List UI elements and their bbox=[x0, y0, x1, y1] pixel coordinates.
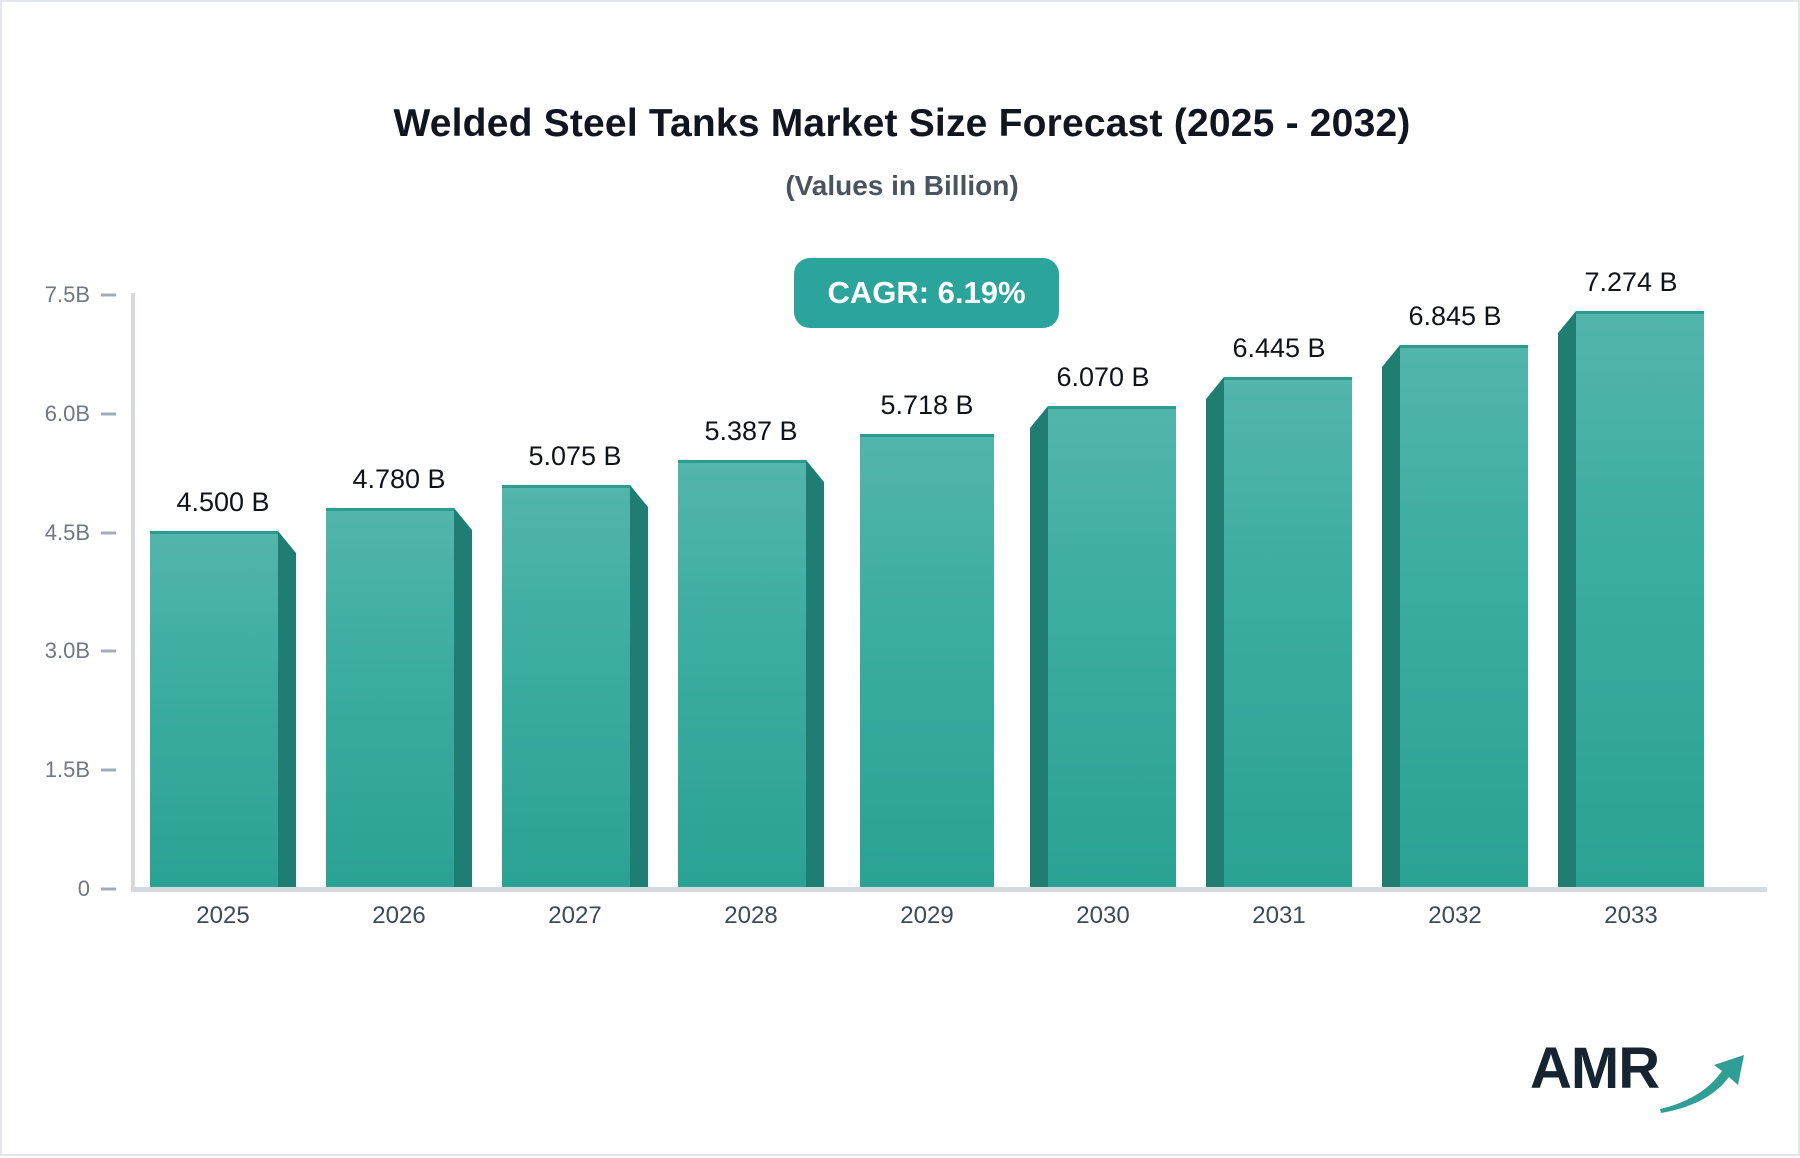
x-axis-tick-label: 2028 bbox=[724, 902, 778, 929]
x-axis-line bbox=[131, 887, 1767, 892]
bar-face bbox=[502, 485, 630, 887]
x-axis-tick-label: 2032 bbox=[1428, 902, 1482, 929]
bar-2025 bbox=[150, 531, 296, 887]
y-axis-tick-mark bbox=[101, 887, 116, 891]
x-axis-tick-label: 2031 bbox=[1252, 902, 1306, 929]
y-axis-tick-label: 1.5B bbox=[44, 757, 90, 783]
bar-side-shadow bbox=[806, 460, 824, 887]
page-title: Welded Steel Tanks Market Size Forecast … bbox=[393, 102, 1411, 145]
bar-value-label: 6.845 B bbox=[1408, 301, 1502, 331]
bar-side-shadow bbox=[278, 531, 296, 887]
x-axis-tick-label: 2027 bbox=[548, 902, 602, 929]
bar-face bbox=[860, 434, 994, 887]
bar-2032 bbox=[1382, 345, 1528, 887]
bar-value-label: 6.445 B bbox=[1232, 333, 1326, 363]
bar-face bbox=[150, 531, 278, 887]
y-axis-tick-mark bbox=[101, 768, 116, 772]
y-axis-tick-label: 6.0B bbox=[44, 400, 90, 426]
amr-logo-text: AMR bbox=[1530, 1036, 1660, 1101]
y-axis-tick-label: 3.0B bbox=[44, 638, 90, 664]
page-subtitle: (Values in Billion) bbox=[785, 170, 1019, 201]
bar-face bbox=[1048, 406, 1176, 887]
y-axis-tick-mark bbox=[101, 531, 116, 535]
growth-arrow-icon bbox=[1660, 1055, 1744, 1113]
bar-side-shadow bbox=[1030, 406, 1048, 887]
bar-value-label: 5.387 B bbox=[704, 416, 798, 446]
bar-side-shadow bbox=[630, 485, 648, 887]
x-axis-tick-label: 2029 bbox=[900, 902, 954, 929]
bar-face bbox=[1400, 345, 1528, 887]
bar-2031 bbox=[1206, 377, 1352, 887]
y-axis-tick-label: 7.5B bbox=[44, 282, 90, 307]
cagr-badge: CAGR: 6.19% bbox=[794, 258, 1059, 328]
x-axis-tick-label: 2026 bbox=[372, 902, 426, 929]
bar-face bbox=[1224, 377, 1352, 887]
bar-2030 bbox=[1030, 406, 1176, 887]
y-axis-tick-mark bbox=[101, 412, 116, 416]
bar-side-shadow bbox=[454, 508, 472, 887]
cagr-badge-label: CAGR: 6.19% bbox=[827, 275, 1026, 310]
y-axis-tick-mark bbox=[101, 649, 116, 653]
bar-value-label: 7.274 B bbox=[1584, 267, 1678, 297]
bar-value-label: 6.070 B bbox=[1056, 362, 1150, 392]
x-axis-tick-label: 2030 bbox=[1076, 902, 1130, 929]
bar-face bbox=[1576, 311, 1704, 887]
bar-side-shadow bbox=[1206, 377, 1224, 887]
y-axis-tick-mark bbox=[101, 293, 116, 297]
amr-logo: AMR bbox=[1530, 1040, 1760, 1120]
bar-2026 bbox=[326, 508, 472, 887]
bar-value-label: 5.075 B bbox=[528, 441, 622, 471]
bar-2029 bbox=[854, 434, 1000, 887]
bar-value-label: 5.718 B bbox=[880, 390, 974, 420]
bar-2033 bbox=[1558, 311, 1704, 887]
bar-value-label: 4.780 B bbox=[352, 464, 446, 494]
y-axis-tick-label: 4.5B bbox=[44, 519, 90, 545]
x-axis-tick-label: 2025 bbox=[196, 902, 250, 929]
y-axis-line bbox=[131, 293, 135, 891]
bar-2028 bbox=[678, 460, 824, 887]
bar-side-shadow bbox=[1558, 311, 1576, 887]
bar-side-shadow bbox=[1382, 345, 1400, 887]
bar-face bbox=[678, 460, 806, 887]
x-axis-tick-label: 2033 bbox=[1604, 902, 1658, 929]
bar-value-label: 4.500 B bbox=[176, 487, 270, 517]
bar-2027 bbox=[502, 485, 648, 887]
y-axis-tick-label: 0 bbox=[77, 876, 90, 901]
bar-face bbox=[326, 508, 454, 887]
